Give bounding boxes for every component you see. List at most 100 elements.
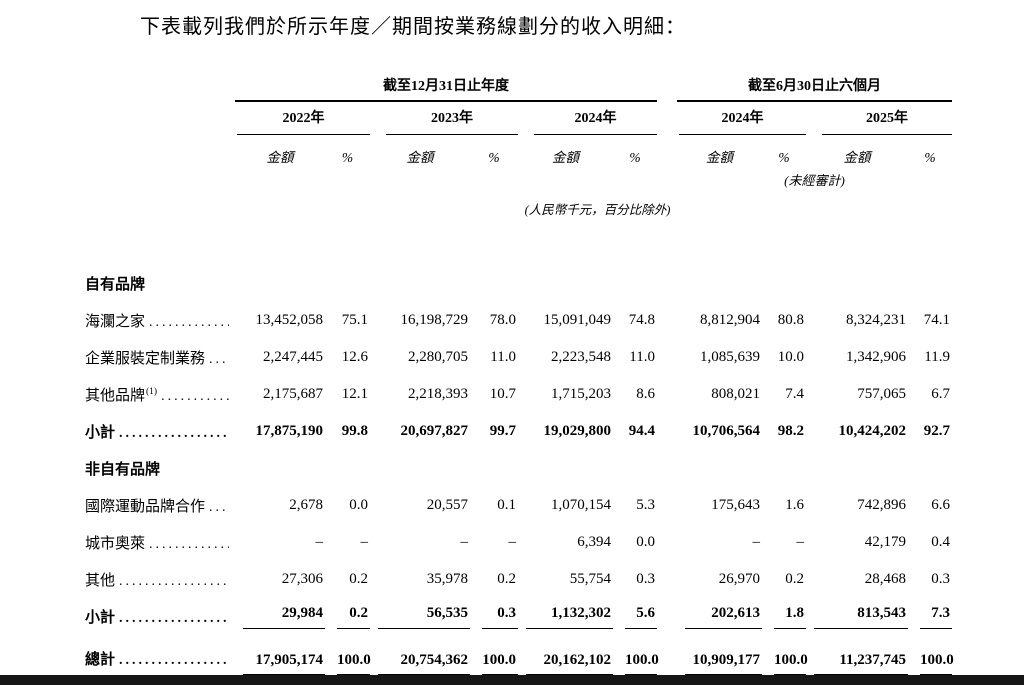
period-group-annual-label: 截至12月31日止年度 bbox=[235, 75, 657, 102]
amount-header: 金額 bbox=[406, 150, 434, 165]
amount-cell: 13,452,058 bbox=[255, 312, 324, 328]
percent-cell: 0.0 bbox=[636, 534, 655, 550]
dot-leader: ...................................... bbox=[119, 426, 229, 441]
percent-cell: 0.3 bbox=[482, 605, 518, 629]
amount-cell: 20,697,827 bbox=[400, 423, 469, 439]
percent-cell: 6.6 bbox=[931, 497, 950, 513]
year-header-2022: 2022年 bbox=[237, 107, 370, 135]
percent-cell: 1.6 bbox=[785, 497, 804, 513]
amount-cell: 56,535 bbox=[378, 605, 470, 629]
amount-cell: – bbox=[752, 534, 761, 550]
amount-cell: 1,070,154 bbox=[551, 497, 611, 513]
amount-cell: 175,643 bbox=[711, 497, 760, 513]
amount-cell: 1,342,906 bbox=[846, 349, 906, 365]
row-label: 海瀾之家 bbox=[85, 314, 146, 330]
total-row: 總計......................................… bbox=[85, 635, 954, 679]
percent-cell: 94.4 bbox=[628, 423, 655, 439]
percent-header: % bbox=[341, 150, 354, 165]
dot-leader: ...................................... bbox=[161, 389, 229, 404]
amount-cell: 8,812,904 bbox=[700, 312, 760, 328]
subtotal-row-non-own-brands: 小計......................................… bbox=[85, 598, 952, 635]
percent-cell: 74.8 bbox=[628, 312, 655, 328]
amount-cell: 10,706,564 bbox=[692, 423, 761, 439]
percent-cell: 11.0 bbox=[629, 349, 655, 365]
amount-header: 金額 bbox=[552, 150, 579, 165]
percent-cell: 0.4 bbox=[931, 534, 950, 550]
percent-cell: 7.4 bbox=[785, 386, 804, 402]
percent-cell: 11.9 bbox=[924, 349, 950, 365]
amount-cell: 813,543 bbox=[814, 605, 908, 629]
year-header-row: 2022年 2023年 2024年 2024年 2025年 bbox=[85, 102, 952, 135]
row-label: 企業服裝定制業務 bbox=[85, 351, 206, 367]
table-row-hla: 海瀾之家....................................… bbox=[85, 302, 952, 339]
percent-cell: – bbox=[360, 534, 369, 550]
amount-cell: – bbox=[460, 534, 469, 550]
amount-cell: 42,179 bbox=[864, 534, 906, 550]
table-row-intl-sports-brands: 國際運動品牌合作................................… bbox=[85, 487, 952, 524]
dot-leader: ...................................... bbox=[209, 500, 229, 515]
amount-header: 金額 bbox=[843, 150, 871, 165]
amount-cell: 757,065 bbox=[857, 386, 906, 402]
amount-cell: 29,984 bbox=[243, 605, 325, 629]
percent-cell: 98.2 bbox=[777, 423, 804, 439]
percent-cell: 5.6 bbox=[625, 605, 657, 629]
year-header-2024: 2024年 bbox=[534, 107, 657, 135]
section-row-own-brands: 自有品牌 bbox=[85, 265, 952, 302]
percent-cell: 0.2 bbox=[337, 605, 370, 629]
row-label: 總計 bbox=[85, 652, 116, 668]
amount-cell: 17,875,190 bbox=[255, 423, 324, 439]
row-label: 其他品牌 bbox=[85, 388, 146, 404]
percent-header: % bbox=[629, 150, 641, 165]
unaudited-note-row: (未經審計) bbox=[85, 166, 952, 189]
percent-cell: 92.7 bbox=[923, 423, 950, 439]
percent-cell: 74.1 bbox=[923, 312, 950, 328]
amount-cell: 55,754 bbox=[569, 571, 611, 587]
amount-cell: 35,978 bbox=[426, 571, 468, 587]
table-row-others: 其他......................................… bbox=[85, 561, 952, 598]
subtotal-row-own-brands: 小計......................................… bbox=[85, 413, 952, 450]
period-group-header-row: 截至12月31日止年度 截至6月30日止六個月 bbox=[85, 70, 952, 102]
period-group-interim-label: 截至6月30日止六個月 bbox=[677, 75, 952, 102]
footnote-ref: (1) bbox=[146, 387, 158, 397]
percent-cell: 1.8 bbox=[774, 605, 806, 629]
measure-header-row: 金額 % 金額 % 金額 % 金額 % 金額 % bbox=[85, 135, 952, 166]
unaudited-note: (未經審計) bbox=[784, 173, 845, 188]
period-group-annual: 截至12月31日止年度 bbox=[235, 70, 657, 102]
amount-header: 金額 bbox=[706, 150, 733, 165]
percent-cell: 12.1 bbox=[341, 386, 368, 402]
unit-note: (人民幣千元，百分比除外) bbox=[524, 202, 671, 217]
amount-cell: 8,324,231 bbox=[846, 312, 906, 328]
percent-cell: 0.3 bbox=[931, 571, 950, 587]
spacer-row bbox=[85, 227, 952, 265]
row-label: 小計 bbox=[85, 610, 116, 626]
percent-cell: 78.0 bbox=[489, 312, 516, 328]
row-label: 國際運動品牌合作 bbox=[85, 499, 206, 515]
percent-header: % bbox=[778, 150, 790, 165]
amount-cell: 1,715,203 bbox=[551, 386, 611, 402]
table-row-other-brands: 其他品牌(1).................................… bbox=[85, 376, 952, 413]
amount-cell: 2,247,445 bbox=[263, 349, 323, 365]
revenue-by-business-line-table: 截至12月31日止年度 截至6月30日止六個月 2022年 2023年 2024… bbox=[85, 70, 954, 679]
percent-header: % bbox=[924, 150, 936, 165]
percent-cell: 5.3 bbox=[636, 497, 655, 513]
amount-cell: 202,613 bbox=[685, 605, 762, 629]
amount-cell: 2,218,393 bbox=[408, 386, 468, 402]
amount-cell: – bbox=[315, 534, 324, 550]
percent-cell: 0.2 bbox=[349, 571, 368, 587]
percent-cell: 75.1 bbox=[341, 312, 368, 328]
amount-cell: 2,280,705 bbox=[408, 349, 468, 365]
amount-header: 金額 bbox=[266, 150, 294, 165]
percent-cell: 99.7 bbox=[489, 423, 516, 439]
period-group-interim: 截至6月30日止六個月 bbox=[677, 70, 952, 102]
percent-cell: 0.2 bbox=[497, 571, 516, 587]
amount-cell: 28,468 bbox=[864, 571, 906, 587]
amount-cell: 6,394 bbox=[577, 534, 611, 550]
amount-cell: 808,021 bbox=[711, 386, 760, 402]
table-row-city-outlets: 城市奧萊....................................… bbox=[85, 524, 952, 561]
dot-leader: ...................................... bbox=[149, 537, 229, 552]
amount-cell: 2,223,548 bbox=[551, 349, 611, 365]
amount-cell: 10,424,202 bbox=[838, 423, 907, 439]
amount-cell: 2,175,687 bbox=[263, 386, 323, 402]
table-row-corporate-apparel: 企業服裝定制業務................................… bbox=[85, 339, 952, 376]
